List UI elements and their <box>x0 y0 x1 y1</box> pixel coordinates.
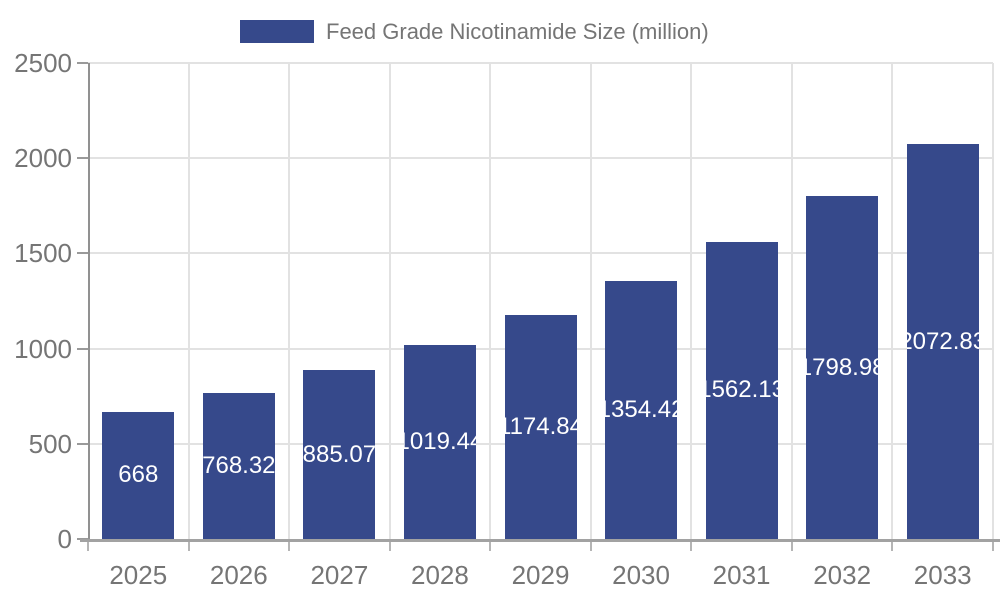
x-grid-line <box>690 63 693 539</box>
x-tick <box>690 539 693 551</box>
bar: 668 <box>102 411 175 539</box>
x-tick <box>790 539 793 551</box>
x-tick <box>589 539 592 551</box>
x-grid-line <box>790 63 793 539</box>
x-grid-line <box>388 63 391 539</box>
x-tick <box>891 539 894 551</box>
y-tick-label: 0 <box>57 524 72 554</box>
x-tick-label: 2032 <box>813 560 872 590</box>
y-grid-line <box>88 62 993 64</box>
y-tick-label: 2500 <box>14 48 72 78</box>
x-tick-label: 2030 <box>612 560 670 590</box>
y-tick <box>77 62 88 64</box>
y-tick <box>77 252 88 255</box>
bar-value-label: 1354.42 <box>605 396 677 424</box>
y-grid-line <box>88 252 993 255</box>
x-tick-label: 2025 <box>109 560 168 590</box>
x-tick-label: 2033 <box>913 560 972 590</box>
bar: 885.07 <box>303 370 376 539</box>
y-tick <box>77 347 88 350</box>
y-tick <box>77 442 88 445</box>
x-grid-line <box>288 63 291 539</box>
legend-swatch <box>240 20 314 43</box>
x-grid-line <box>589 63 592 539</box>
y-tick-label: 1000 <box>14 333 72 364</box>
x-axis-line <box>80 539 1000 542</box>
bar: 768.32 <box>202 392 275 539</box>
x-tick-label: 2026 <box>209 560 268 590</box>
x-tick <box>992 539 994 551</box>
y-tick-label: 1500 <box>14 238 72 269</box>
x-tick <box>187 539 190 551</box>
x-grid-line <box>187 63 190 539</box>
y-grid-line <box>88 157 993 160</box>
bar-value-label: 1562.13 <box>706 376 778 404</box>
x-grid-line <box>992 63 994 539</box>
bar: 1174.84 <box>504 315 577 539</box>
x-tick <box>388 539 391 551</box>
x-tick-label: 2029 <box>511 560 570 590</box>
x-tick-label: 2031 <box>712 560 771 590</box>
y-tick <box>77 157 88 160</box>
bar-value-label: 1019.44 <box>404 427 476 455</box>
bar: 1562.13 <box>705 241 778 539</box>
x-tick <box>489 539 492 551</box>
bar: 1354.42 <box>605 281 678 539</box>
bar-value-label: 1174.84 <box>505 413 577 441</box>
y-tick-label: 500 <box>28 428 72 459</box>
legend-label: Feed Grade Nicotinamide Size (million) <box>326 19 709 44</box>
x-tick <box>87 539 89 551</box>
y-axis-line <box>88 63 90 539</box>
bar-value-label: 885.07 <box>303 440 376 468</box>
legend: Feed Grade Nicotinamide Size (million) <box>240 20 709 43</box>
x-grid-line <box>891 63 894 539</box>
x-tick-label: 2027 <box>310 560 369 590</box>
x-grid-line <box>489 63 492 539</box>
x-tick-label: 2028 <box>411 560 469 590</box>
bar: 1019.44 <box>403 344 476 539</box>
x-tick <box>288 539 291 551</box>
bar-value-label: 768.32 <box>202 451 275 479</box>
bar-value-label: 668 <box>118 461 159 489</box>
y-tick-label: 2000 <box>14 143 72 174</box>
